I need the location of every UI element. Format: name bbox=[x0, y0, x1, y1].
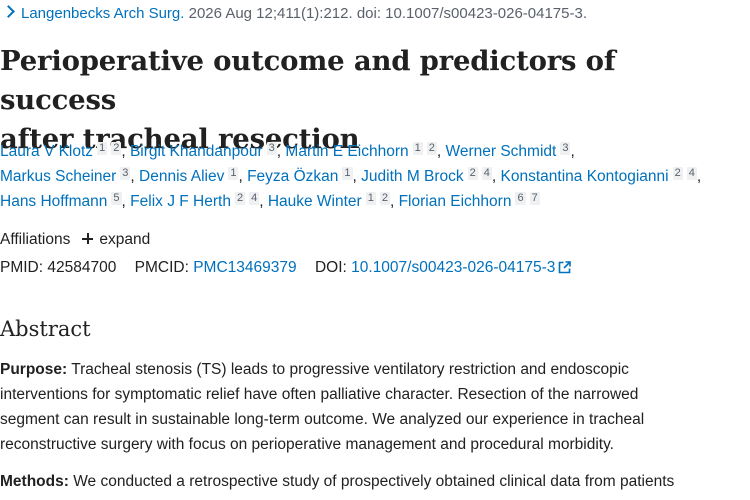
identifiers-row: PMID: 42584700 PMCID: PMC13469379 DOI: 1… bbox=[0, 258, 572, 278]
author-item: Florian Eichhorn 6 7 bbox=[398, 192, 540, 210]
affiliation-badge[interactable]: 1 bbox=[228, 167, 239, 180]
author-link[interactable]: Laura V Klotz bbox=[0, 143, 94, 160]
purpose-text-line: segment can result in sustainable long-t… bbox=[0, 411, 645, 428]
chevron-right-icon bbox=[2, 5, 15, 18]
author-link[interactable]: Markus Scheiner bbox=[0, 168, 117, 185]
affiliation-badge[interactable]: 1 bbox=[365, 192, 376, 205]
author-item: Hans Hoffmann 5 bbox=[0, 192, 122, 210]
title-line-1: Perioperative outcome and predictors of … bbox=[0, 45, 616, 116]
affiliation-badge[interactable]: 4 bbox=[481, 167, 492, 180]
author-link[interactable]: Birgit Khandanpour bbox=[129, 143, 263, 160]
journal-link[interactable]: Langenbecks Arch Surg. bbox=[21, 5, 185, 22]
author-link[interactable]: Florian Eichhorn bbox=[398, 193, 512, 210]
author-link[interactable]: Martin E Eichhorn bbox=[285, 143, 409, 160]
author-link[interactable]: Hauke Winter bbox=[267, 193, 362, 210]
author-link[interactable]: Dennis Aliev bbox=[139, 168, 225, 185]
affiliation-badge[interactable]: 5 bbox=[111, 192, 122, 205]
author-item: Konstantina Kontogianni 2 4 bbox=[500, 167, 697, 185]
affiliation-badge[interactable]: 2 bbox=[234, 192, 246, 205]
pmid-label: PMID: bbox=[0, 259, 44, 276]
affiliation-badge[interactable]: 4 bbox=[249, 192, 260, 205]
methods-text-line: We conducted a retrospective study of pr… bbox=[68, 473, 675, 490]
author-link[interactable]: Konstantina Kontogianni bbox=[500, 168, 669, 185]
plus-icon[interactable] bbox=[82, 233, 94, 244]
author-item: Martin E Eichhorn 1 2 bbox=[285, 142, 437, 160]
doi-label: DOI: bbox=[314, 259, 347, 276]
author-item: Werner Schmidt 3 bbox=[445, 142, 571, 160]
author-item: Felix J F Herth 2 4 bbox=[130, 192, 260, 210]
affiliation-badge[interactable]: 1 bbox=[97, 142, 108, 155]
affiliations-label: Affiliations bbox=[0, 231, 71, 248]
author-item: Birgit Khandanpour 3 bbox=[129, 142, 277, 160]
author-item: Hauke Winter 1 2 bbox=[267, 192, 390, 210]
author-item: Markus Scheiner 3 bbox=[0, 167, 131, 185]
article-title: Perioperative outcome and predictors of … bbox=[0, 42, 740, 159]
affiliation-badge[interactable]: 2 bbox=[672, 167, 683, 180]
citation-line: Langenbecks Arch Surg. 2026 Aug 12;411(1… bbox=[2, 5, 587, 23]
affiliation-badge[interactable]: 2 bbox=[467, 167, 478, 180]
affiliation-badge[interactable]: 2 bbox=[426, 142, 437, 155]
purpose-label: Purpose: bbox=[0, 361, 68, 378]
author-link[interactable]: Felix J F Herth bbox=[130, 193, 231, 210]
pmid-value: 42584700 bbox=[47, 259, 117, 276]
external-link-icon[interactable] bbox=[558, 261, 572, 274]
affiliation-badge[interactable]: 7 bbox=[529, 192, 540, 205]
affiliation-badge[interactable]: 2 bbox=[379, 192, 390, 205]
abstract-methods-paragraph: Methods: We conducted a retrospective st… bbox=[0, 469, 748, 494]
affiliation-badge[interactable]: 1 bbox=[412, 142, 423, 155]
affiliation-badge[interactable]: 4 bbox=[686, 167, 697, 180]
purpose-text-line: interventions for symptomatic relief hav… bbox=[0, 386, 639, 403]
abstract-purpose-paragraph: Purpose: Tracheal stenosis (TS) leads to… bbox=[0, 357, 748, 457]
affiliations-expand-button[interactable]: expand bbox=[99, 231, 151, 248]
affiliations-row: Affiliations expand bbox=[0, 230, 150, 250]
author-item: Laura V Klotz 1 2 bbox=[0, 142, 122, 160]
title-line-2: after tracheal resection bbox=[0, 123, 360, 155]
author-link[interactable]: Judith M Brock bbox=[361, 168, 464, 185]
author-link[interactable]: Hans Hoffmann bbox=[0, 193, 108, 210]
affiliation-badge[interactable]: 6 bbox=[515, 192, 526, 205]
purpose-text-line: reconstructive surgery with focus on per… bbox=[0, 436, 614, 453]
affiliation-badge[interactable]: 1 bbox=[342, 167, 353, 180]
methods-label: Methods: bbox=[0, 473, 69, 490]
affiliation-badge[interactable]: 3 bbox=[266, 142, 277, 155]
author-item: Judith M Brock 2 4 bbox=[361, 167, 492, 185]
pmcid-link[interactable]: PMC13469379 bbox=[193, 259, 297, 276]
abstract-heading: Abstract bbox=[0, 317, 91, 341]
author-link[interactable]: Feyza Özkan bbox=[247, 168, 339, 185]
pmcid-label: PMCID: bbox=[134, 259, 189, 276]
affiliation-badge[interactable]: 3 bbox=[120, 167, 131, 180]
citation-details: 2026 Aug 12;411(1):212. doi: 10.1007/s00… bbox=[184, 5, 587, 22]
author-link[interactable]: Werner Schmidt bbox=[445, 143, 557, 160]
doi-link[interactable]: 10.1007/s00423-026-04175-3 bbox=[351, 259, 556, 276]
affiliation-badge[interactable]: 2 bbox=[111, 142, 122, 155]
purpose-text-line: Tracheal stenosis (TS) leads to progress… bbox=[67, 361, 629, 378]
author-item: Dennis Aliev 1 bbox=[139, 167, 239, 185]
affiliation-badge[interactable]: 3 bbox=[560, 142, 571, 155]
author-list: Laura V Klotz 1 2, Birgit Khandanpour 3, Ma… bbox=[0, 142, 702, 210]
author-item: Feyza Özkan 1 bbox=[247, 167, 353, 185]
